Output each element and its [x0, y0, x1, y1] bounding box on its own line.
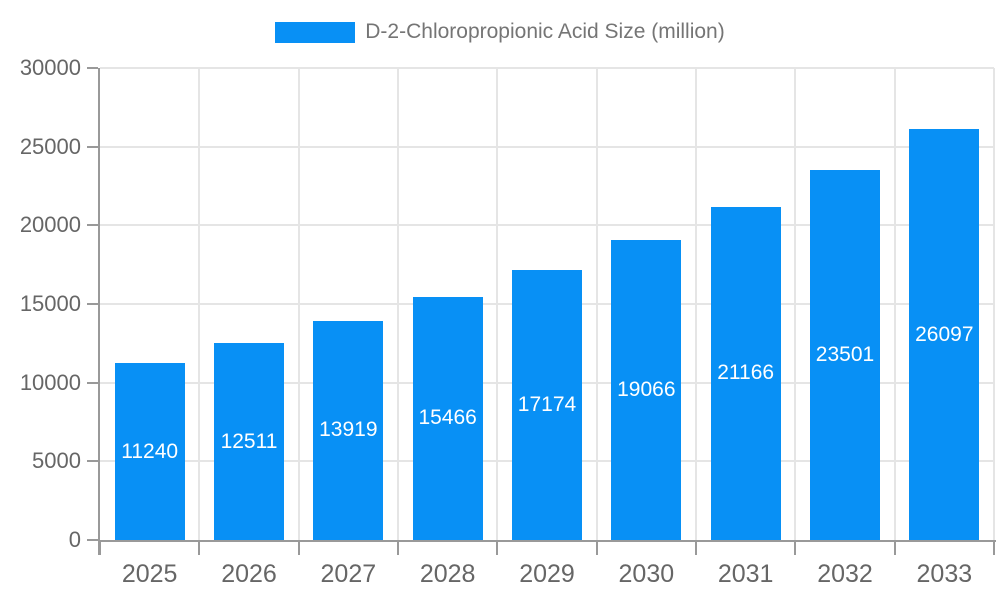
bar-value-label: 11240 — [121, 439, 179, 463]
bar[interactable]: 21166 — [710, 206, 781, 540]
legend-swatch-icon — [275, 21, 356, 43]
x-tick-label: 2026 — [221, 560, 277, 588]
x-axis-tick — [595, 542, 598, 555]
x-tick-label: 2032 — [817, 560, 873, 588]
y-axis-tick — [87, 67, 98, 69]
bar[interactable]: 12511 — [214, 343, 284, 540]
y-axis-tick — [87, 145, 98, 148]
x-gridline — [794, 68, 797, 540]
x-axis-tick — [893, 542, 896, 555]
bar[interactable]: 15466 — [412, 296, 483, 540]
y-axis-tick — [87, 224, 98, 227]
bar[interactable]: 26097 — [909, 129, 980, 540]
legend-item[interactable]: D-2-Chloropropionic Acid Size (million) — [0, 20, 1000, 44]
legend-label: D-2-Chloropropionic Acid Size (million) — [365, 20, 725, 43]
x-axis-tick — [297, 542, 300, 555]
x-gridline — [297, 68, 300, 540]
x-tick-label: 2030 — [618, 560, 675, 588]
plot-area: 11240 12511 13919 15466 17174 19066 21166 23501… — [20, 55, 996, 588]
x-tick-label: 2028 — [419, 560, 476, 588]
x-gridline — [198, 68, 201, 540]
y-tick-label: 30000 — [19, 55, 81, 80]
bar[interactable]: 11240 — [114, 363, 185, 540]
y-tick-label: 10000 — [19, 369, 81, 395]
y-gridline — [100, 224, 994, 227]
bar-value-label: 23501 — [815, 343, 875, 367]
y-tick-label: 25000 — [19, 133, 81, 159]
y-axis-tick — [87, 303, 98, 305]
bar-value-label: 21166 — [717, 361, 775, 385]
x-gridline — [397, 68, 399, 540]
y-gridline — [100, 145, 994, 148]
x-tick-label: 2033 — [916, 560, 973, 588]
y-axis-tick — [87, 460, 98, 463]
x-axis-line — [98, 540, 996, 542]
bar-value-label: 19066 — [617, 378, 676, 401]
bar-value-label: 15466 — [418, 406, 477, 430]
x-gridline — [893, 68, 896, 540]
y-tick-label: 5000 — [32, 448, 81, 474]
x-tick-label: 2029 — [519, 560, 575, 588]
x-gridline — [496, 68, 499, 540]
x-axis-tick — [695, 542, 697, 555]
x-gridline — [993, 68, 995, 540]
x-tick-label: 2027 — [320, 560, 377, 588]
x-gridline — [695, 68, 697, 540]
x-axis-tick — [397, 542, 399, 555]
x-axis-tick — [198, 542, 201, 555]
y-axis-tick — [87, 539, 98, 541]
y-gridline — [100, 67, 994, 69]
bar-value-label: 13919 — [319, 418, 378, 442]
y-axis-line — [98, 68, 100, 555]
bar-value-label: 17174 — [517, 392, 577, 416]
bar[interactable]: 13919 — [313, 321, 384, 540]
x-tick-label: 2031 — [717, 560, 774, 588]
x-axis-tick — [993, 542, 995, 555]
bar[interactable]: 17174 — [512, 269, 582, 540]
bar-value-label: 12511 — [220, 429, 278, 453]
x-tick-label: 2025 — [121, 560, 178, 588]
x-axis-tick — [794, 542, 797, 555]
y-tick-label: 0 — [68, 527, 81, 552]
bar[interactable]: 19066 — [611, 240, 682, 540]
x-axis-tick — [496, 542, 499, 555]
x-axis-tick — [99, 542, 101, 555]
bar[interactable]: 23501 — [810, 170, 880, 540]
y-axis-tick — [87, 381, 98, 384]
bar-value-label: 26097 — [915, 322, 974, 346]
y-tick-label: 15000 — [19, 291, 81, 316]
x-gridline — [595, 68, 598, 540]
y-tick-label: 20000 — [19, 212, 81, 238]
